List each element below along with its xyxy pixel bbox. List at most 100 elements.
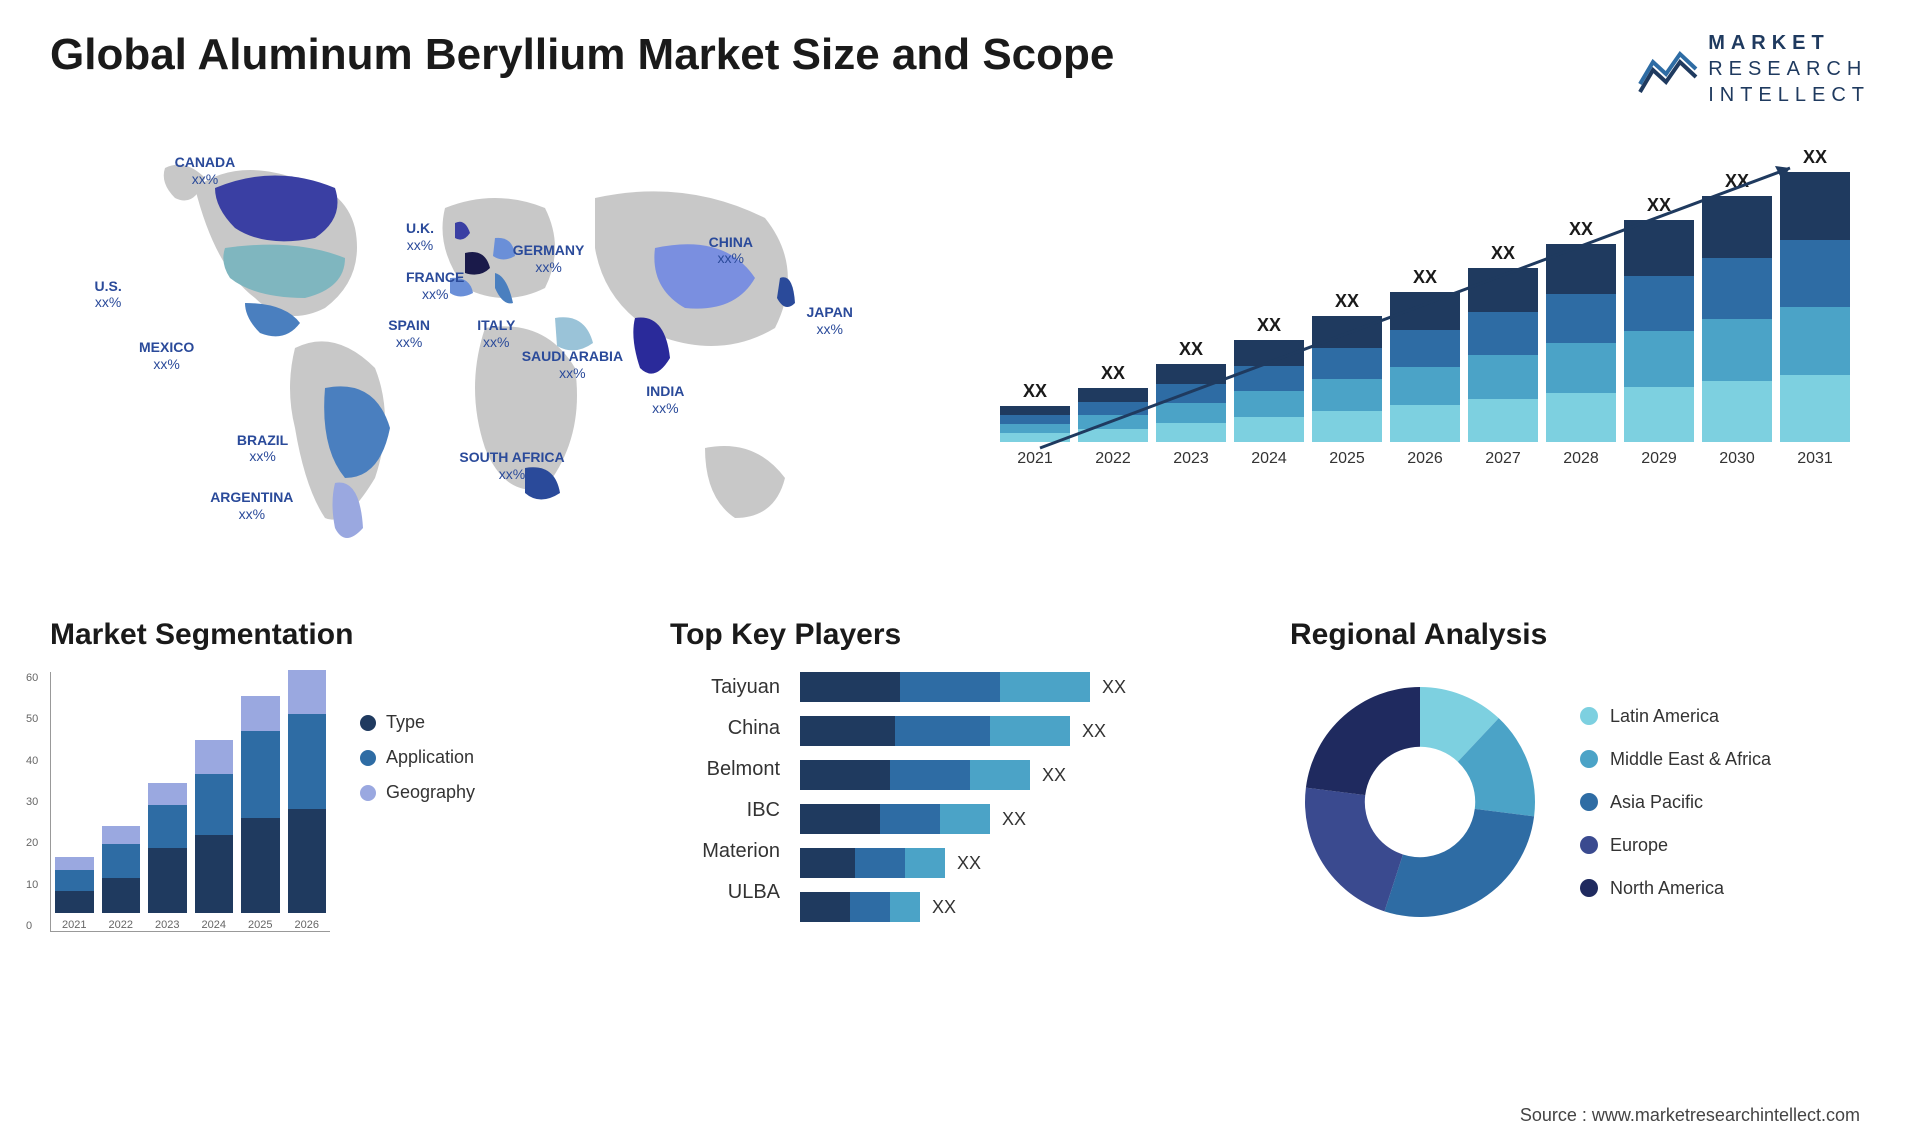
map-label-mexico: MEXICOxx%	[139, 339, 194, 373]
forecast-year-label: 2030	[1719, 450, 1755, 468]
seg-ytick: 0	[26, 920, 38, 932]
kp-value-label: XX	[957, 853, 981, 874]
forecast-bar-2026: XX 2026	[1390, 267, 1460, 468]
legend-label: North America	[1610, 878, 1724, 899]
forecast-value-label: XX	[1179, 339, 1203, 360]
segmentation-body: 0102030405060 202120222023202420252026 T…	[50, 672, 630, 972]
regional-panel: Regional Analysis Latin America Middle Ea…	[1290, 618, 1870, 998]
seg-xlabel: 2022	[109, 919, 133, 931]
regional-legend-item: North America	[1580, 878, 1771, 899]
forecast-bar-2024: XX 2024	[1234, 315, 1304, 468]
keyplayers-bars: XXXXXXXXXXXX	[800, 672, 1250, 922]
regional-legend-item: Middle East & Africa	[1580, 749, 1771, 770]
kp-bar-row: XX	[800, 892, 1250, 922]
seg-xlabel: 2024	[202, 919, 226, 931]
forecast-value-label: XX	[1023, 381, 1047, 402]
regional-body: Latin America Middle East & Africa Asia Pa…	[1290, 672, 1870, 932]
keyplayers-panel: Top Key Players TaiyuanChinaBelmontIBCMa…	[670, 618, 1250, 998]
logo-line1: MARKET	[1708, 30, 1870, 56]
keyplayers-labels: TaiyuanChinaBelmontIBCMaterionULBA	[670, 676, 780, 922]
kp-value-label: XX	[1002, 809, 1026, 830]
seg-bar-2023: 2023	[148, 783, 187, 931]
segmentation-legend: Type Application Geography	[360, 712, 475, 972]
segmentation-panel: Market Segmentation 0102030405060 202120…	[50, 618, 630, 998]
legend-swatch	[360, 750, 376, 766]
forecast-value-label: XX	[1569, 219, 1593, 240]
world-map-panel: CANADAxx% U.S.xx% MEXICOxx% BRAZILxx% ARGENT…	[50, 128, 940, 568]
legend-label: Europe	[1610, 835, 1668, 856]
top-row: CANADAxx% U.S.xx% MEXICOxx% BRAZILxx% ARGENT…	[50, 128, 1870, 568]
regional-legend: Latin America Middle East & Africa Asia Pa…	[1580, 706, 1771, 899]
forecast-bar-2027: XX2027	[1468, 243, 1538, 468]
kp-value-label: XX	[1082, 721, 1106, 742]
legend-label: Geography	[386, 782, 475, 803]
segmentation-chart: 0102030405060 202120222023202420252026	[50, 672, 330, 972]
map-label-canada: CANADAxx%	[175, 154, 236, 188]
forecast-year-label: 2026	[1407, 450, 1443, 468]
legend-swatch	[1580, 750, 1598, 768]
map-label-india: INDIAxx%	[646, 383, 684, 417]
forecast-bar-2028: XX 2028	[1546, 219, 1616, 468]
regional-legend-item: Asia Pacific	[1580, 792, 1771, 813]
map-label-brazil: BRAZILxx%	[237, 432, 288, 466]
seg-legend-item: Geography	[360, 782, 475, 803]
kp-bar-row: XX	[800, 716, 1250, 746]
forecast-year-label: 2029	[1641, 450, 1677, 468]
donut-seg-europe	[1305, 788, 1403, 912]
legend-swatch	[360, 715, 376, 731]
forecast-chart-panel: XX2021XX2022XX2023XX2024XX2025XX2026XX20…	[980, 128, 1870, 568]
map-label-france: FRANCExx%	[406, 269, 464, 303]
forecast-year-label: 2021	[1017, 450, 1053, 468]
seg-ytick: 50	[26, 713, 38, 725]
header-row: Global Aluminum Beryllium Market Size an…	[50, 30, 1870, 108]
kp-value-label: XX	[932, 897, 956, 918]
regional-donut	[1290, 672, 1550, 932]
map-label-us: U.S.xx%	[95, 278, 122, 312]
kp-label-taiyuan: Taiyuan	[711, 676, 780, 699]
map-label-argentina: ARGENTINAxx%	[210, 489, 293, 523]
seg-ytick: 40	[26, 755, 38, 767]
map-label-italy: ITALYxx%	[477, 317, 515, 351]
seg-legend-item: Type	[360, 712, 475, 733]
map-label-spain: SPAINxx%	[388, 317, 430, 351]
forecast-year-label: 2025	[1329, 450, 1365, 468]
forecast-year-label: 2028	[1563, 450, 1599, 468]
forecast-year-label: 2022	[1095, 450, 1131, 468]
forecast-value-label: XX	[1257, 315, 1281, 336]
seg-ytick: 30	[26, 796, 38, 808]
forecast-value-label: XX	[1803, 147, 1827, 168]
forecast-year-label: 2023	[1173, 450, 1209, 468]
legend-label: Application	[386, 747, 474, 768]
kp-label-ibc: IBC	[747, 799, 780, 822]
bottom-row: Market Segmentation 0102030405060 202120…	[50, 618, 1870, 998]
seg-bar-2022: 2022	[102, 826, 141, 931]
regional-title: Regional Analysis	[1290, 618, 1870, 652]
seg-xlabel: 2021	[62, 919, 86, 931]
kp-bar-row: XX	[800, 848, 1250, 878]
seg-legend-item: Application	[360, 747, 475, 768]
seg-ytick: 10	[26, 879, 38, 891]
forecast-bar-2022: XX2022	[1078, 363, 1148, 468]
kp-label-ulba: ULBA	[728, 881, 780, 904]
keyplayers-body: TaiyuanChinaBelmontIBCMaterionULBA XXXXX…	[670, 672, 1250, 922]
kp-label-belmont: Belmont	[707, 758, 780, 781]
logo: MARKET RESEARCH INTELLECT	[1638, 30, 1870, 108]
legend-swatch	[1580, 793, 1598, 811]
kp-value-label: XX	[1102, 677, 1126, 698]
regional-legend-item: Europe	[1580, 835, 1771, 856]
legend-label: Type	[386, 712, 425, 733]
source-attribution: Source : www.marketresearchintellect.com	[1520, 1105, 1860, 1126]
forecast-value-label: XX	[1335, 291, 1359, 312]
legend-label: Latin America	[1610, 706, 1719, 727]
map-label-southafrica: SOUTH AFRICAxx%	[459, 449, 564, 483]
seg-ytick: 60	[26, 672, 38, 684]
forecast-value-label: XX	[1647, 195, 1671, 216]
map-label-saudiarabia: SAUDI ARABIAxx%	[522, 348, 623, 382]
legend-label: Asia Pacific	[1610, 792, 1703, 813]
kp-label-china: China	[728, 717, 780, 740]
seg-bar-2025: 2025	[241, 696, 280, 931]
forecast-year-label: 2024	[1251, 450, 1287, 468]
seg-xlabel: 2023	[155, 919, 179, 931]
logo-icon	[1638, 44, 1698, 94]
forecast-value-label: XX	[1413, 267, 1437, 288]
